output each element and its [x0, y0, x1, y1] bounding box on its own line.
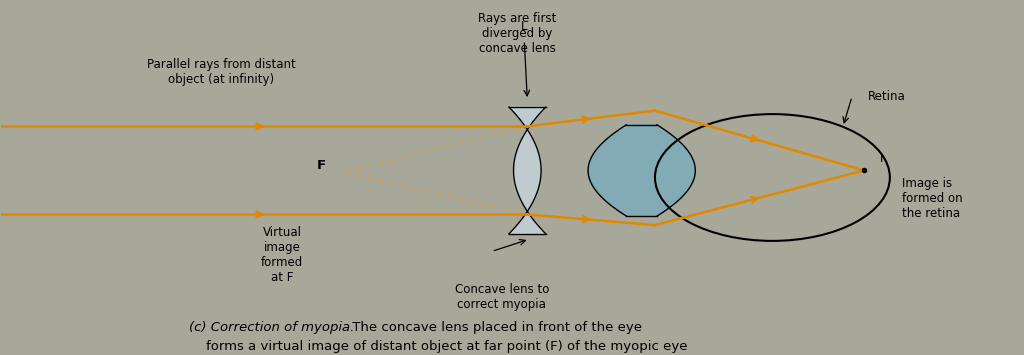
Text: The concave lens placed in front of the eye: The concave lens placed in front of the …: [348, 321, 642, 334]
Text: L: L: [521, 20, 527, 33]
Text: Virtual
image
formed
at F: Virtual image formed at F: [261, 226, 303, 284]
Text: Retina: Retina: [867, 90, 905, 103]
Text: Rays are first
diverged by
concave lens: Rays are first diverged by concave lens: [478, 12, 556, 55]
Text: F: F: [317, 159, 326, 172]
Text: Concave lens to
correct myopia: Concave lens to correct myopia: [455, 283, 549, 311]
Text: forms a virtual image of distant object at far point (F) of the myopic eye: forms a virtual image of distant object …: [189, 340, 688, 353]
Polygon shape: [509, 107, 546, 234]
Text: (c) Correction of myopia.: (c) Correction of myopia.: [189, 321, 354, 334]
Polygon shape: [588, 125, 695, 216]
Text: Parallel rays from distant
object (at infinity): Parallel rays from distant object (at in…: [146, 58, 295, 86]
Text: Image is
formed on
the retina: Image is formed on the retina: [902, 177, 963, 220]
Text: I: I: [880, 152, 884, 165]
